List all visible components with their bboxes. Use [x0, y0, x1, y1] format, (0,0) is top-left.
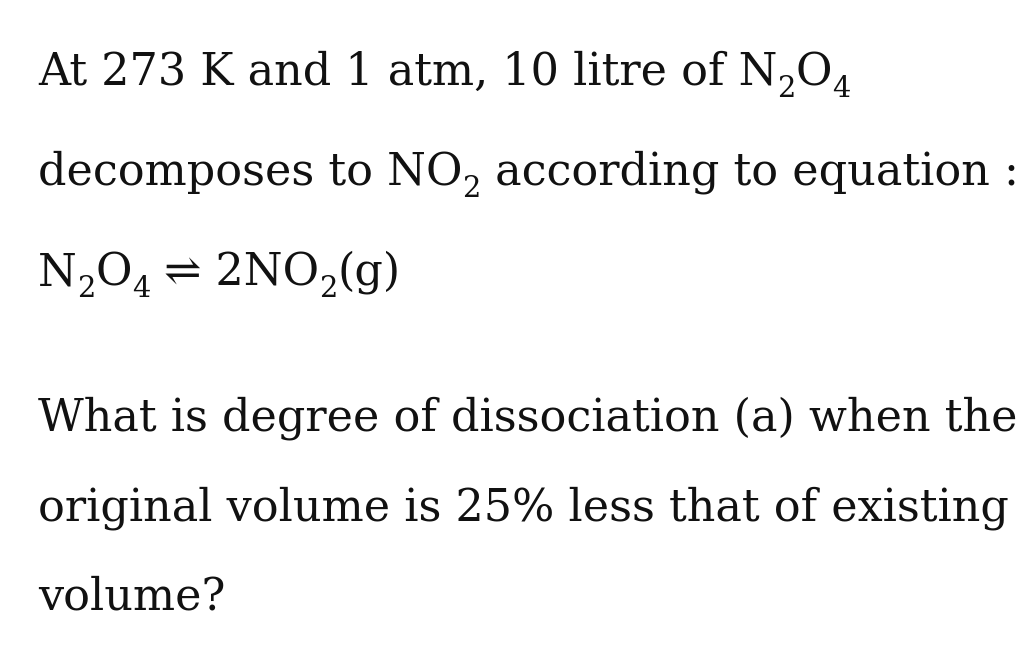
Text: original volume is 25% less that of existing: original volume is 25% less that of exis… — [38, 486, 1009, 529]
Text: O: O — [796, 51, 833, 94]
Text: 2: 2 — [77, 275, 95, 303]
Text: volume?: volume? — [38, 576, 225, 619]
Text: 2: 2 — [463, 175, 481, 203]
Text: (g): (g) — [338, 251, 400, 294]
Text: N: N — [38, 251, 77, 294]
Text: according to equation :: according to equation : — [481, 151, 1019, 195]
Text: O: O — [95, 251, 132, 294]
Text: ⇌ 2NO: ⇌ 2NO — [151, 251, 319, 294]
Text: 2: 2 — [319, 275, 338, 303]
Text: 4: 4 — [833, 75, 851, 103]
Text: 4: 4 — [132, 275, 151, 303]
Text: What is degree of dissociation (a) when the: What is degree of dissociation (a) when … — [38, 396, 1018, 440]
Text: 2: 2 — [777, 75, 796, 103]
Text: decomposes to NO: decomposes to NO — [38, 151, 463, 194]
Text: At 273 K and 1 atm, 10 litre of N: At 273 K and 1 atm, 10 litre of N — [38, 51, 777, 94]
